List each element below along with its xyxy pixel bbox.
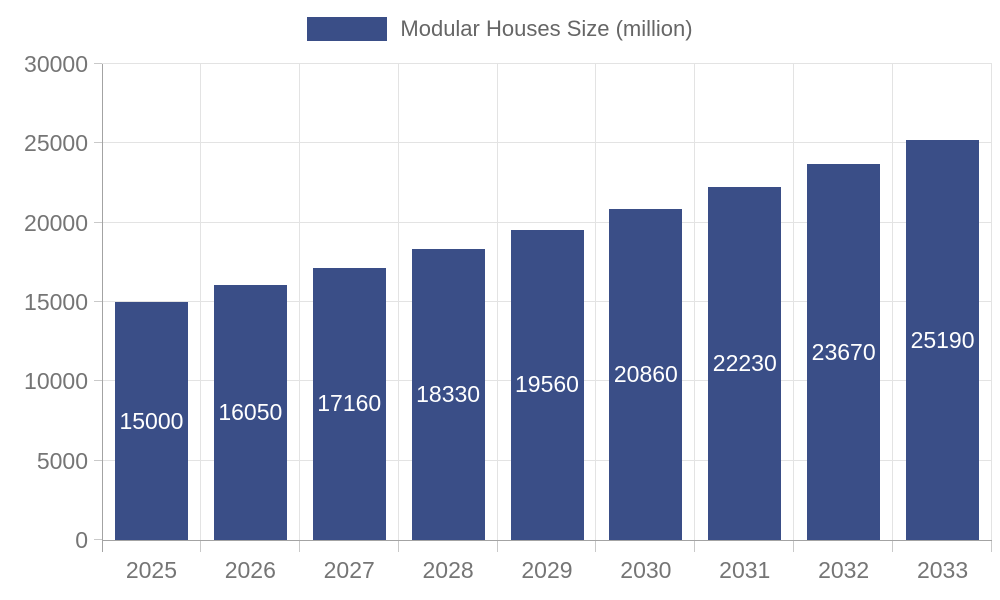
x-axis-tick	[496, 540, 498, 552]
x-axis-tick-label: 2029	[521, 557, 573, 583]
gridline-horizontal	[102, 221, 992, 223]
x-axis-tick	[892, 540, 894, 552]
x-axis-tick	[991, 540, 992, 552]
y-axis-tick	[94, 142, 102, 144]
y-axis-tick-label: 25000	[24, 130, 88, 157]
x-axis-tick-label: 2033	[916, 557, 969, 583]
y-axis-tick-label: 30000	[24, 51, 88, 77]
y-axis-tick-label: 15000	[24, 289, 88, 315]
gridline-vertical	[793, 64, 795, 540]
bar-value-label: 20860	[613, 361, 678, 387]
chart-legend: Modular Houses Size (million)	[0, 16, 1000, 42]
gridline-vertical	[199, 64, 201, 540]
y-axis-tick	[94, 301, 102, 302]
x-axis-tick	[595, 540, 597, 552]
y-axis-tick	[94, 539, 102, 540]
legend-label: Modular Houses Size (million)	[400, 16, 693, 41]
x-axis-tick-label: 2025	[125, 557, 178, 583]
x-axis-tick	[199, 540, 201, 552]
bar: 15000	[114, 302, 188, 540]
bar: 16050	[213, 285, 287, 540]
bar-value-label: 17160	[317, 390, 382, 417]
bar: 19560	[510, 229, 584, 540]
bar-value-label: 18330	[416, 381, 481, 408]
x-axis-tick	[793, 540, 795, 552]
y-axis-tick	[94, 221, 102, 223]
x-axis-tick-label: 2027	[323, 557, 375, 583]
bar: 23670	[807, 164, 881, 540]
gridline-vertical	[298, 64, 300, 540]
y-axis-tick-label: 20000	[24, 209, 88, 236]
x-axis-tick-label: 2030	[620, 557, 672, 583]
legend-swatch	[307, 17, 388, 41]
bar: 17160	[312, 267, 386, 540]
y-axis-tick	[94, 63, 102, 64]
y-axis-tick	[94, 380, 102, 382]
legend-item[interactable]: Modular Houses Size (million)	[307, 16, 693, 42]
gridline-horizontal	[102, 63, 992, 64]
x-axis-tick	[298, 540, 300, 552]
bar-value-label: 22230	[712, 350, 777, 377]
x-axis-tick-label: 2032	[818, 557, 870, 583]
x-axis-tick	[397, 540, 399, 552]
gridline-vertical	[991, 64, 992, 540]
x-axis-tick-label: 2026	[224, 557, 276, 583]
gridline-vertical	[694, 64, 696, 540]
gridline-vertical	[595, 64, 597, 540]
gridline-vertical	[397, 64, 399, 540]
y-axis-tick-label: 5000	[36, 447, 88, 474]
x-axis-tick	[694, 540, 696, 552]
x-axis-tick-label: 2028	[422, 557, 474, 583]
bar-value-label: 23670	[811, 338, 876, 365]
bar-value-label: 15000	[119, 407, 184, 434]
y-axis-tick-label: 10000	[24, 368, 88, 395]
gridline-vertical	[892, 64, 894, 540]
y-axis-tick	[94, 459, 102, 461]
y-axis-line	[102, 64, 103, 552]
bar: 18330	[411, 249, 485, 540]
bar-value-label: 25190	[910, 326, 975, 353]
x-axis-tick-label: 2031	[719, 557, 771, 583]
y-axis-tick-label: 0	[75, 527, 88, 553]
bar-value-label: 19560	[515, 371, 579, 398]
bar-value-label: 16050	[218, 399, 283, 426]
bar: 22230	[708, 187, 782, 540]
gridline-horizontal	[102, 142, 992, 144]
bar: 25190	[906, 140, 980, 540]
bar: 20860	[609, 209, 683, 540]
x-axis-line	[102, 540, 992, 541]
gridline-vertical	[496, 64, 498, 540]
